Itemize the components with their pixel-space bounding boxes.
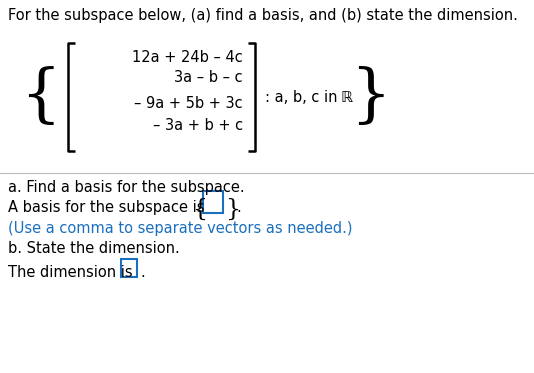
Text: .: . [236,200,241,215]
Text: – 3a + b + c: – 3a + b + c [153,117,243,132]
Text: – 9a + 5b + 3c: – 9a + 5b + 3c [135,95,243,110]
Text: }: } [226,198,241,221]
Text: a. Find a basis for the subspace.: a. Find a basis for the subspace. [8,180,245,195]
Text: A basis for the subspace is: A basis for the subspace is [8,200,209,215]
Text: b. State the dimension.: b. State the dimension. [8,241,180,256]
Text: (Use a comma to separate vectors as needed.): (Use a comma to separate vectors as need… [8,221,352,236]
Text: For the subspace below, (a) find a basis, and (b) state the dimension.: For the subspace below, (a) find a basis… [8,8,518,23]
Text: {: { [20,66,60,128]
Text: : a, b, c in: : a, b, c in [265,90,342,104]
Text: }: } [350,66,390,128]
Text: The dimension is: The dimension is [8,265,137,280]
Text: {: { [192,198,207,221]
Text: 12a + 24b – 4c: 12a + 24b – 4c [132,50,243,66]
Text: .: . [140,265,145,280]
FancyBboxPatch shape [203,191,223,213]
Text: 3a – b – c: 3a – b – c [175,70,243,85]
Text: ℝ: ℝ [340,90,352,104]
FancyBboxPatch shape [121,259,137,277]
